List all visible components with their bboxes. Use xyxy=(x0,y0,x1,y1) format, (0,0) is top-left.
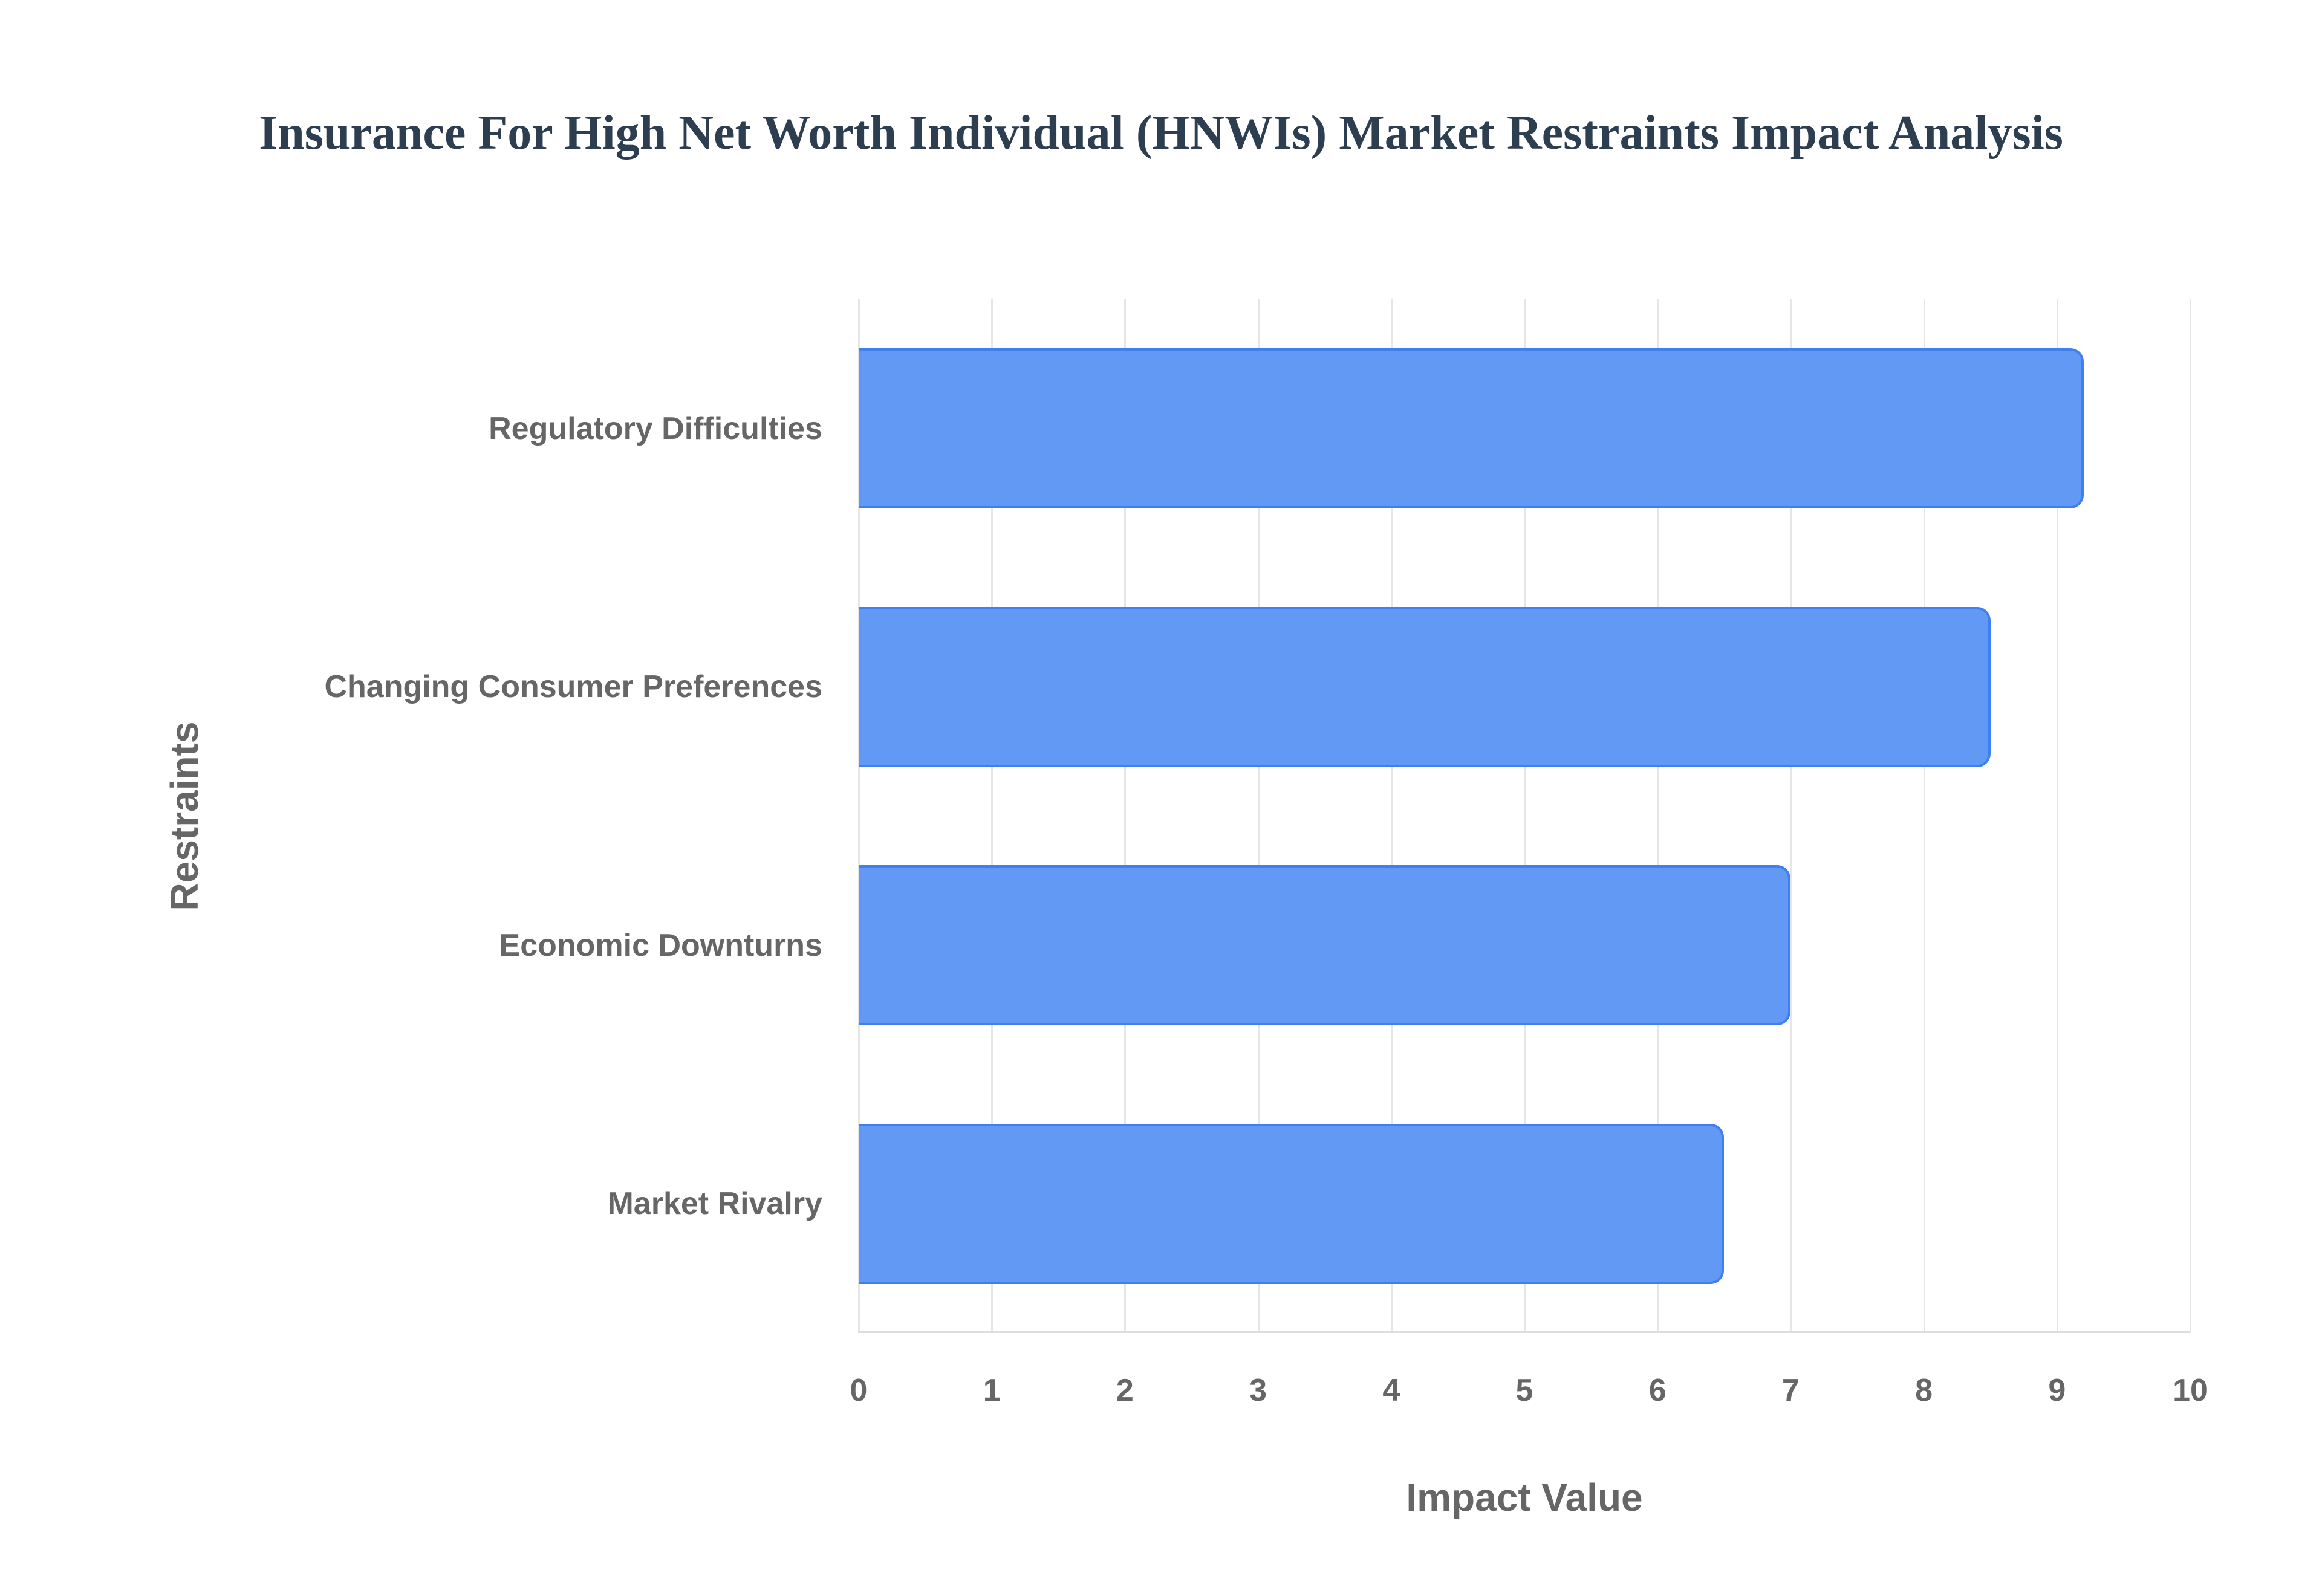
gridline xyxy=(1790,299,1792,1333)
x-axis-line xyxy=(859,1331,2190,1333)
gridline xyxy=(2190,299,2191,1333)
x-tick-label: 8 xyxy=(1915,1373,1933,1408)
gridline xyxy=(858,299,860,1333)
gridline xyxy=(1390,299,1393,1333)
x-tick-label: 1 xyxy=(983,1373,1001,1408)
chart-title: Insurance For High Net Worth Individual … xyxy=(259,106,2063,160)
gridline xyxy=(1657,299,1659,1333)
bar[interactable] xyxy=(859,348,2084,509)
bar[interactable] xyxy=(859,606,1991,767)
x-tick-label: 3 xyxy=(1249,1373,1267,1408)
x-tick-label: 10 xyxy=(2173,1373,2208,1408)
x-tick-label: 7 xyxy=(1781,1373,1800,1408)
y-axis-title: Restraints xyxy=(163,721,206,911)
gridline xyxy=(991,299,994,1333)
gridline xyxy=(1524,299,1526,1333)
y-category-label: Economic Downturns xyxy=(499,927,822,963)
y-category-label: Regulatory Difficulties xyxy=(489,410,822,446)
x-tick-label: 4 xyxy=(1382,1373,1400,1408)
gridline xyxy=(1923,299,1925,1333)
gridline xyxy=(1257,299,1260,1333)
gridline xyxy=(1124,299,1127,1333)
x-tick-label: 9 xyxy=(2048,1373,2066,1408)
bar[interactable] xyxy=(859,1123,1725,1284)
y-category-label: Market Rivalry xyxy=(607,1186,822,1222)
x-tick-label: 2 xyxy=(1116,1373,1134,1408)
x-tick-label: 5 xyxy=(1515,1373,1533,1408)
x-axis-title: Impact Value xyxy=(1406,1476,1643,1519)
plot-area xyxy=(858,299,2191,1333)
x-tick-label: 0 xyxy=(850,1373,868,1408)
bar[interactable] xyxy=(859,865,1791,1026)
gridline xyxy=(2056,299,2058,1333)
y-category-label: Changing Consumer Preferences xyxy=(324,669,822,705)
x-tick-label: 6 xyxy=(1648,1373,1667,1408)
